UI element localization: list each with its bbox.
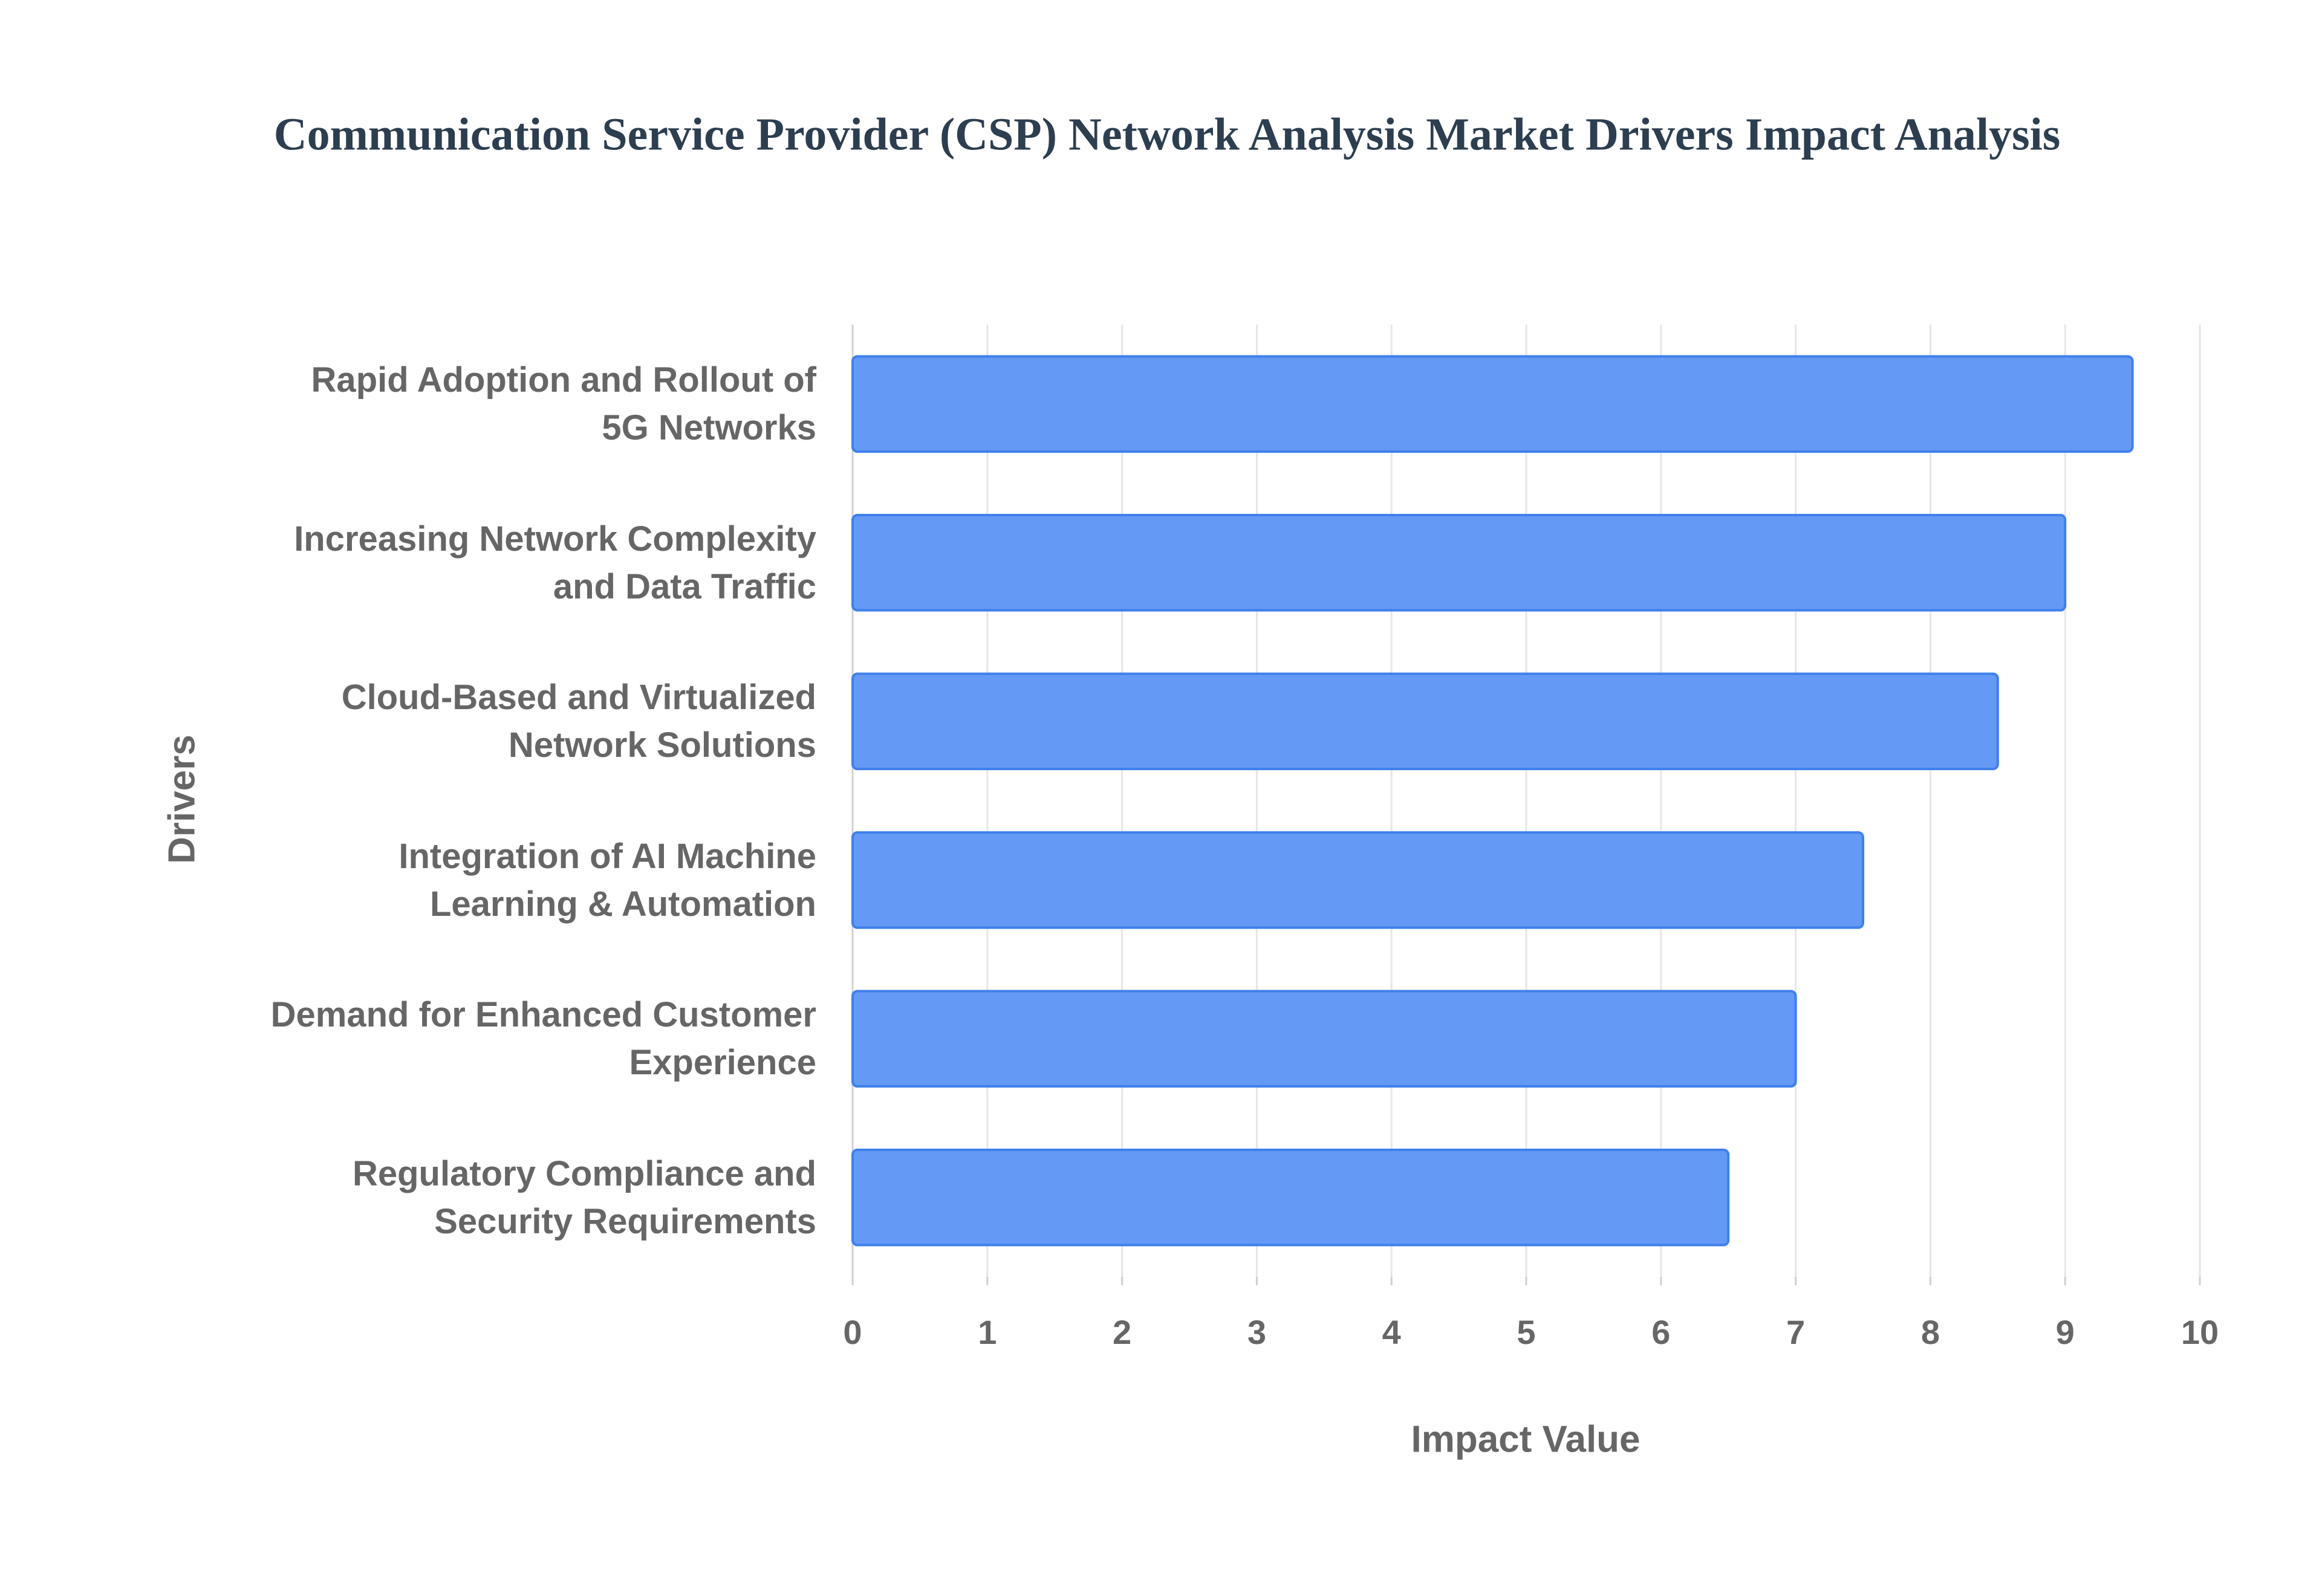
x-tick-label: 4 [1382, 1313, 1401, 1351]
x-tick-label: 3 [1247, 1313, 1266, 1351]
bar [851, 990, 1797, 1088]
chart-title: Communication Service Provider (CSP) Net… [274, 109, 2061, 160]
x-tick-label: 1 [978, 1313, 997, 1351]
bar [851, 514, 2067, 612]
x-tick-label: 5 [1517, 1313, 1535, 1351]
x-tick-label: 7 [1786, 1313, 1805, 1351]
y-tick-label: Demand for Enhanced Customer Experience [270, 995, 816, 1083]
bar [851, 355, 2134, 453]
y-tick-label: Increasing Network Complexity and Data T… [294, 519, 816, 606]
x-tick-label: 9 [2056, 1313, 2075, 1351]
bar [851, 672, 1999, 770]
y-tick-label: Regulatory Compliance and Security Requi… [352, 1153, 816, 1241]
bar [851, 831, 1864, 929]
x-axis-title: Impact Value [1411, 1418, 1640, 1460]
y-axis-title: Drivers [161, 735, 203, 864]
x-tick-label: 0 [843, 1313, 862, 1351]
bar [851, 1149, 1730, 1247]
x-tick-label: 8 [1921, 1313, 1940, 1351]
x-tick-label: 10 [2181, 1313, 2219, 1351]
x-tick-label: 6 [1651, 1313, 1670, 1351]
y-tick-label: Integration of AI Machine Learning & Aut… [398, 836, 816, 924]
y-tick-label: Cloud-Based and Virtualized Network Solu… [341, 678, 816, 765]
x-tick-label: 2 [1113, 1313, 1131, 1351]
y-tick-label: Rapid Adoption and Rollout of 5G Network… [311, 360, 816, 448]
